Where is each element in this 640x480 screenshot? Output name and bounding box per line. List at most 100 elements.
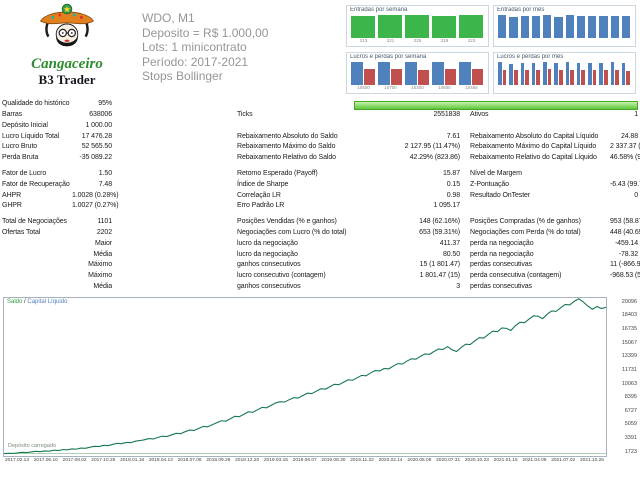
strategy-line: Stops Bollinger	[142, 69, 223, 83]
stat-label: Posições Compradas (% de ganhos)	[470, 218, 581, 226]
stat-value: Maior	[94, 239, 112, 247]
bar	[621, 62, 626, 85]
stat-value: 411.37	[439, 239, 460, 247]
bar-value-label: 10300	[411, 84, 424, 90]
bar	[432, 61, 444, 85]
bar	[520, 15, 529, 38]
stat-value: -6.43 (99.74%)	[610, 180, 640, 188]
stats-row: Lucro Bruto 52 565.50 Rebaixamento Máximo …	[2, 142, 640, 153]
stat-label: AHPR	[2, 191, 22, 199]
stat-value: 1 000.00	[85, 121, 113, 129]
stat-value: 46.58% (955.69)	[610, 154, 640, 162]
legend-separator: /	[22, 298, 28, 305]
stat-label: Total de Negociações	[2, 218, 67, 226]
bar	[581, 69, 585, 85]
bar	[405, 62, 417, 85]
chart-title: Lucros e perdas por mês	[497, 53, 564, 60]
bar	[554, 16, 563, 38]
bar-group	[520, 62, 531, 85]
period-line: Período: 2017-2021	[142, 54, 249, 69]
bar-group	[377, 61, 404, 85]
bar-group	[587, 15, 598, 38]
stat-label: GHPR	[2, 202, 22, 210]
stat-value: 1.0028 (0.28%)	[72, 191, 119, 199]
bar-group	[458, 62, 485, 85]
bar-group	[598, 15, 609, 38]
y-tick-label: 5059	[624, 421, 637, 428]
chart-profit-loss-per-week: Lucros e perdas por semana 10500 10700 103…	[346, 51, 489, 94]
cangaceiro-mascot-icon	[39, 3, 95, 47]
stat-value: 80.50	[442, 250, 460, 258]
stat-label: Barras	[2, 111, 23, 118]
stat-value: 2 337.37 (12.47%)	[610, 143, 640, 151]
bar-group	[565, 62, 576, 85]
symbol-timeframe: WDO, M1	[142, 11, 195, 25]
stat-label: Ofertas Total	[2, 228, 41, 236]
stat-label	[460, 201, 610, 212]
stat-label: Rebaixamento Absoluto do Capital Líquido	[470, 132, 599, 140]
balance-curve-chart	[4, 298, 606, 456]
x-tick-label: 2018.01.18	[120, 457, 145, 463]
y-axis-labels: 20096 18403 16735 15067 13399 11731 10063 8395 6…	[609, 299, 637, 455]
x-tick-label: 2019.11.22	[350, 457, 374, 463]
deposit-line: Deposito = R$ 1.000,00	[142, 25, 269, 40]
bar	[531, 16, 540, 38]
stats-row: Barras 638006 Ticks 2551838 Ativos 1	[2, 110, 638, 121]
stat-label: perda consecutiva (contagem)	[470, 272, 562, 280]
bar	[498, 15, 507, 38]
stat-value: 15 (1 801.47)	[419, 261, 460, 269]
bar	[351, 61, 363, 85]
bar-value-label: 10465	[465, 84, 478, 90]
bar	[621, 16, 630, 38]
stat-label: Resultado OnTester	[470, 191, 531, 199]
bar-group	[431, 15, 458, 38]
stat-value: 7.48	[98, 180, 112, 188]
stats-row: Maior lucro da negociação 411.37 perda na n…	[2, 239, 638, 250]
bar-group	[497, 15, 508, 38]
x-axis-labels: 2017.02.13 2017.05.10 2017.08.02 2017.10.25…	[5, 458, 604, 463]
stat-label: lucro da negociação	[237, 250, 298, 258]
bar	[502, 69, 507, 85]
stat-value: Média	[93, 282, 112, 290]
x-tick-label: 2021.07.02	[551, 457, 576, 463]
x-tick-label: 2019.06.07	[292, 457, 317, 463]
bars-area	[497, 61, 632, 85]
bar	[588, 62, 592, 85]
bar-value-label: 225	[413, 38, 422, 43]
stat-value: 2 127.95 (11.47%)	[404, 143, 460, 151]
bar-group	[621, 62, 632, 85]
bar	[554, 63, 558, 85]
bar-group	[576, 62, 587, 85]
bar-group	[520, 15, 531, 38]
stat-label: Negociações com Perda (% do total)	[470, 228, 581, 236]
bar-group	[431, 61, 458, 85]
stat-label: ganhos consecutivos	[237, 282, 301, 290]
bar-group	[531, 62, 542, 85]
stat-value: 638006	[89, 111, 112, 118]
bar	[610, 15, 619, 38]
bars-area	[350, 61, 485, 85]
stat-label: Erro Padrão LR	[237, 202, 285, 210]
stat-value: 52 565.50	[81, 143, 112, 151]
stat-value: 1101	[97, 218, 112, 226]
bar-value-label: 221	[386, 38, 395, 43]
chart-entries-per-month: Entradas por mês	[493, 5, 636, 47]
bars-area	[350, 15, 485, 38]
x-tick-label: 2021.04.09	[522, 457, 547, 463]
stat-label: Rebaixamento Relativo do Saldo	[237, 154, 336, 162]
x-tick-label: 2018.07.06	[177, 457, 202, 463]
stat-label: Retorno Esperado (Payoff)	[237, 169, 318, 177]
bar	[509, 63, 513, 85]
stats-row: Depósito Inicial 1 000.00	[2, 121, 638, 132]
y-tick-label: 6727	[624, 407, 637, 414]
stat-value: 1	[634, 111, 638, 118]
bar-group	[350, 61, 377, 85]
stats-row: Média lucro da negociação 80.50 perda na ne…	[2, 250, 638, 261]
x-tick-label: 2018.09.28	[206, 457, 231, 463]
stat-value	[362, 121, 460, 132]
x-tick-label: 2020.05.08	[407, 457, 432, 463]
bar-group	[531, 15, 542, 38]
bar-group	[610, 62, 621, 85]
stat-value: 2202	[96, 228, 112, 236]
bar-group	[404, 62, 431, 85]
